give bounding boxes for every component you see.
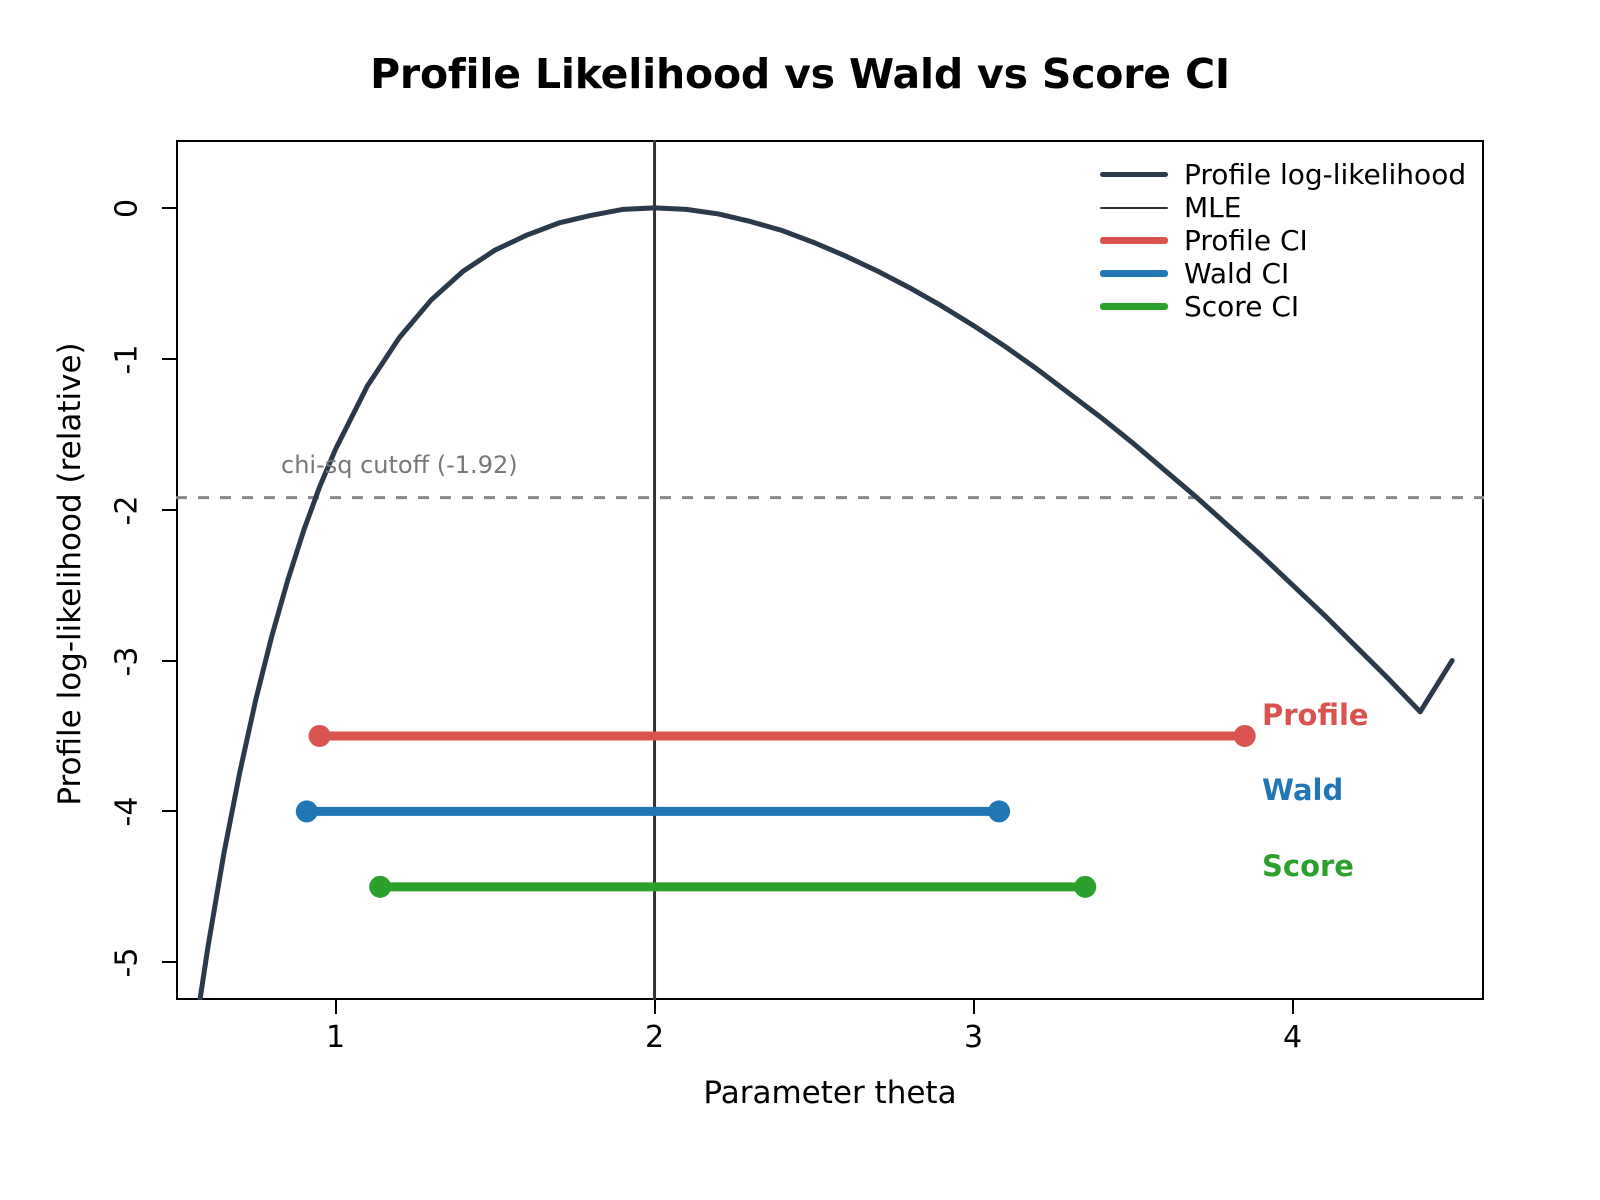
legend-item-profile-ci: Profile CI <box>1100 224 1500 257</box>
plot-area-frame <box>176 140 1484 1000</box>
x-tick-mark <box>334 1000 337 1014</box>
ci-segment-profile <box>308 724 1256 747</box>
x-axis-label: Parameter theta <box>703 1075 957 1111</box>
y-tick-mark <box>162 659 176 662</box>
ci-label-wald: Wald <box>1262 773 1344 808</box>
legend-label: Profile log-likelihood <box>1184 158 1467 191</box>
chart-title: Profile Likelihood vs Wald vs Score CI <box>370 50 1230 98</box>
ci-upper-endpoint-profile <box>1233 724 1256 747</box>
legend-swatch-icon <box>1100 303 1168 310</box>
profile-loglikelihood-curve <box>197 205 1455 1000</box>
y-tick-label: -5 <box>109 947 145 978</box>
legend-label: Wald CI <box>1184 257 1290 290</box>
ci-lower-endpoint-wald <box>295 800 318 823</box>
legend: Profile log-likelihood MLE Profile CI Wald … <box>1100 158 1500 323</box>
ci-label-score: Score <box>1262 848 1354 883</box>
y-tick-mark <box>162 508 176 511</box>
y-axis-label: Profile log-likelihood (relative) <box>52 342 88 806</box>
legend-label: MLE <box>1184 191 1242 224</box>
y-tick-label: -1 <box>109 344 145 375</box>
x-tick-label: 3 <box>964 1020 984 1055</box>
x-tick-label: 1 <box>325 1020 346 1055</box>
ci-upper-endpoint-score <box>1074 875 1097 898</box>
legend-swatch-icon <box>1100 237 1168 244</box>
y-tick-label: -4 <box>109 796 145 827</box>
ci-label-profile: Profile <box>1262 697 1369 732</box>
x-tick-mark <box>972 1000 975 1014</box>
legend-swatch-icon <box>1100 270 1168 277</box>
ci-segment-wald <box>295 800 1011 823</box>
y-tick-mark <box>162 357 176 360</box>
y-tick-mark <box>162 810 176 813</box>
y-tick-label: -2 <box>109 495 145 526</box>
legend-item-mle: MLE <box>1100 191 1500 224</box>
plot-canvas <box>176 140 1484 1000</box>
legend-item-wald-ci: Wald CI <box>1100 257 1500 290</box>
chi-sq-cutoff-label: chi-sq cutoff (-1.92) <box>281 450 518 479</box>
x-tick-label: 2 <box>644 1020 665 1055</box>
y-tick-label: 0 <box>109 198 145 218</box>
ci-lower-endpoint-score <box>369 875 392 898</box>
x-tick-mark <box>653 1000 656 1014</box>
y-tick-mark <box>162 961 176 964</box>
legend-swatch-icon <box>1100 206 1168 209</box>
x-tick-label: 4 <box>1283 1020 1303 1055</box>
ci-segment-score <box>369 875 1097 898</box>
legend-label: Profile CI <box>1184 224 1308 257</box>
legend-item-score-ci: Score CI <box>1100 290 1500 323</box>
legend-swatch-icon <box>1100 172 1168 177</box>
y-tick-mark <box>162 206 176 209</box>
x-tick-mark <box>1291 1000 1294 1014</box>
ci-upper-endpoint-wald <box>988 800 1011 823</box>
legend-item-profile-log-likelihood: Profile log-likelihood <box>1100 158 1500 191</box>
y-tick-label: -3 <box>109 646 145 676</box>
ci-lower-endpoint-profile <box>308 724 331 747</box>
legend-label: Score CI <box>1184 290 1300 323</box>
